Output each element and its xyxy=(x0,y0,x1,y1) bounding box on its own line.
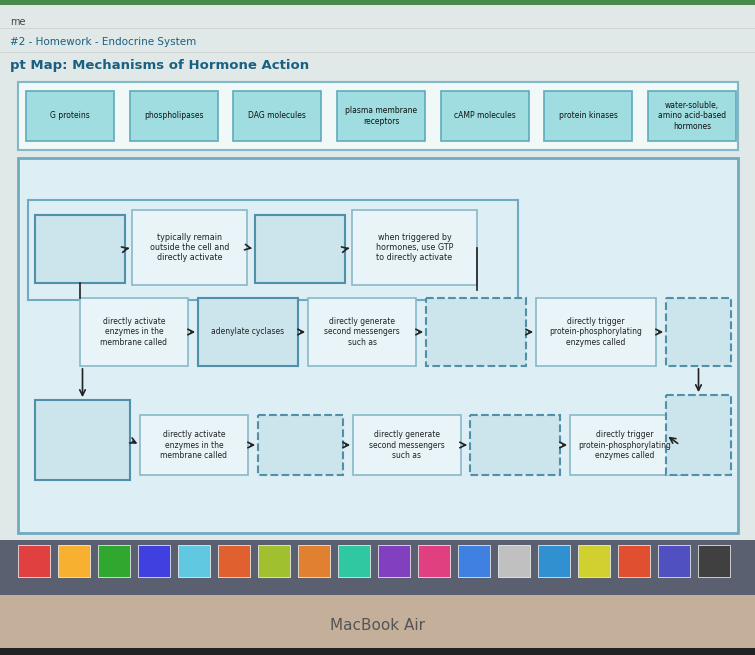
Bar xyxy=(666,298,731,366)
Bar xyxy=(255,215,345,283)
Bar xyxy=(0,648,755,655)
Bar xyxy=(178,545,210,577)
Bar xyxy=(258,415,343,475)
Text: directly activate
enzymes in the
membrane called: directly activate enzymes in the membran… xyxy=(100,317,168,347)
Bar xyxy=(470,415,560,475)
Text: when triggered by
hormones, use GTP
to directly activate: when triggered by hormones, use GTP to d… xyxy=(376,233,453,263)
Bar xyxy=(98,545,130,577)
Bar xyxy=(441,91,528,141)
Text: cAMP molecules: cAMP molecules xyxy=(454,111,516,121)
Text: protein kinases: protein kinases xyxy=(559,111,618,121)
Text: directly trigger
protein-phosphorylating
enzymes called: directly trigger protein-phosphorylating… xyxy=(578,430,671,460)
Bar xyxy=(298,545,330,577)
Bar xyxy=(18,158,738,533)
Bar xyxy=(352,210,477,285)
Bar xyxy=(0,5,755,540)
Text: directly generate
second messengers
such as: directly generate second messengers such… xyxy=(324,317,400,347)
Bar xyxy=(198,298,298,366)
Bar xyxy=(35,215,125,283)
Bar xyxy=(666,395,731,475)
Text: water-soluble,
amino acid-based
hormones: water-soluble, amino acid-based hormones xyxy=(658,101,726,131)
Bar xyxy=(618,545,650,577)
Bar xyxy=(18,82,738,150)
Bar xyxy=(218,545,250,577)
Text: plasma membrane
receptors: plasma membrane receptors xyxy=(345,106,417,126)
Text: DAG molecules: DAG molecules xyxy=(248,111,307,121)
Bar xyxy=(538,545,570,577)
Bar xyxy=(308,298,416,366)
Text: directly trigger
protein-phosphorylating
enzymes called: directly trigger protein-phosphorylating… xyxy=(550,317,643,347)
Text: adenylate cyclases: adenylate cyclases xyxy=(211,328,285,337)
Text: #2 - Homework - Endocrine System: #2 - Homework - Endocrine System xyxy=(10,37,196,47)
Bar xyxy=(337,91,425,141)
Bar xyxy=(0,540,755,595)
Bar xyxy=(570,415,680,475)
Bar xyxy=(80,298,188,366)
Bar xyxy=(658,545,690,577)
Bar xyxy=(130,91,217,141)
Text: directly generate
second messengers
such as: directly generate second messengers such… xyxy=(369,430,445,460)
Bar xyxy=(418,545,450,577)
Bar xyxy=(233,91,322,141)
Text: G proteins: G proteins xyxy=(50,111,90,121)
Bar xyxy=(353,415,461,475)
Bar xyxy=(138,545,170,577)
Bar xyxy=(698,545,730,577)
Bar xyxy=(0,0,755,5)
Bar xyxy=(498,545,530,577)
Bar xyxy=(458,545,490,577)
Bar xyxy=(0,595,755,655)
Bar xyxy=(648,91,736,141)
Text: typically remain
outside the cell and
directly activate: typically remain outside the cell and di… xyxy=(149,233,230,263)
Text: MacBook Air: MacBook Air xyxy=(329,618,424,633)
Bar xyxy=(544,91,633,141)
Text: phospholipases: phospholipases xyxy=(144,111,203,121)
Bar xyxy=(578,545,610,577)
Bar xyxy=(378,545,410,577)
Text: directly activate
enzymes in the
membrane called: directly activate enzymes in the membran… xyxy=(161,430,227,460)
Bar xyxy=(426,298,526,366)
Bar xyxy=(258,545,290,577)
Text: me: me xyxy=(10,17,26,27)
Bar xyxy=(338,545,370,577)
Bar xyxy=(18,545,50,577)
Bar xyxy=(132,210,247,285)
Bar xyxy=(140,415,248,475)
Bar xyxy=(26,91,114,141)
Bar xyxy=(35,400,130,480)
Text: pt Map: Mechanisms of Hormone Action: pt Map: Mechanisms of Hormone Action xyxy=(10,58,309,71)
Bar xyxy=(28,200,518,300)
Bar xyxy=(58,545,90,577)
Bar xyxy=(536,298,656,366)
